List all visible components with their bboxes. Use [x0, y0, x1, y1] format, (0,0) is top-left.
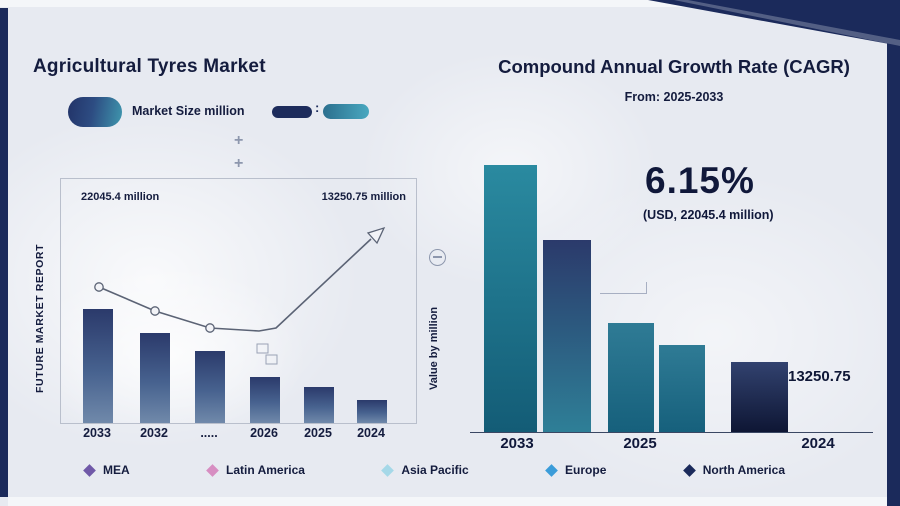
bottom-edge-strip — [8, 497, 887, 506]
left-edge-strip — [0, 8, 8, 497]
x-tick-label: 2025 — [304, 426, 332, 440]
pill-separator: : — [315, 100, 320, 115]
top-edge-strip — [0, 0, 900, 7]
market-size-legend-label: Market Size million — [132, 104, 245, 118]
cagr-xlabels: 2033 2025 2024 — [470, 435, 873, 455]
x-tick-label: ..... — [200, 426, 218, 440]
cagr-value: 6.15% — [645, 160, 755, 201]
legend-item-mea: MEA — [83, 463, 130, 477]
cagr-bar — [659, 345, 705, 432]
market-size-bar — [304, 387, 334, 423]
chart-annotation-right: 13250.75 million — [321, 191, 406, 203]
right-chart-ylabel: Value by million — [428, 306, 440, 390]
x-tick-label: 2024 — [357, 426, 385, 440]
legend-label: North America — [702, 463, 785, 477]
legend-diamond-icon — [206, 463, 219, 477]
chart-annotation-left: 22045.4 million — [81, 191, 160, 203]
legend-label: Latin America — [226, 463, 305, 477]
legend-item-north-america: North America — [682, 463, 785, 477]
market-size-bar — [250, 377, 280, 423]
x-tick-label: 2033 — [500, 435, 534, 452]
cagr-bar — [731, 362, 788, 432]
cagr-bar — [484, 165, 537, 432]
cagr-chart: 13250.75 — [470, 150, 873, 433]
pill-decoration-teal — [323, 104, 369, 119]
legend-label: MEA — [103, 463, 130, 477]
left-chart-ylabel: FUTURE MARKET REPORT — [34, 243, 46, 393]
legend-label: Europe — [565, 463, 607, 477]
market-size-pill-icon — [68, 97, 122, 127]
market-size-bar — [83, 309, 113, 423]
legend-item-europe: Europe — [545, 463, 607, 477]
cagr-bar-value-label: 13250.75 — [788, 368, 851, 385]
market-size-bar — [140, 333, 170, 423]
footer-legend: MEA Latin America Asia Pacific Europe North … — [83, 463, 785, 477]
right-edge-strip — [887, 0, 900, 506]
pill-decoration-navy — [272, 106, 312, 118]
trend-line-arrow — [94, 226, 386, 365]
legend-diamond-icon — [545, 463, 558, 477]
step-line-decoration — [600, 282, 647, 294]
plus-icon: + — [234, 132, 244, 149]
cagr-bar — [608, 323, 654, 432]
market-size-xlabels: 2033 2032..... 2026 2025 2024 — [60, 426, 415, 444]
legend-item-latin-america: Latin America — [206, 463, 305, 477]
cagr-title: Compound Annual Growth Rate (CAGR) — [498, 56, 850, 77]
x-tick-label: 2032 — [140, 426, 168, 440]
x-tick-label: 2033 — [83, 426, 111, 440]
legend-diamond-icon — [83, 463, 96, 477]
legend-diamond-icon — [682, 463, 696, 477]
market-size-bar — [357, 400, 387, 423]
legend-diamond-icon — [381, 463, 395, 477]
plus-icon: + — [234, 155, 244, 172]
corner-triangle-decoration — [648, 0, 900, 46]
x-tick-label: 2026 — [250, 426, 278, 440]
x-tick-label: 2025 — [623, 435, 657, 452]
minus-dash — [433, 256, 442, 258]
page-title: Agricultural Tyres Market — [33, 56, 266, 77]
market-size-chart: 22045.4 million 13250.75 million — [60, 178, 417, 424]
cagr-note: (USD, 22045.4 million) — [643, 208, 774, 222]
legend-label: Asia Pacific — [401, 463, 469, 477]
market-size-bar — [195, 351, 225, 423]
minus-circle-icon — [429, 249, 446, 266]
cagr-bar — [543, 240, 591, 432]
x-tick-label: 2024 — [801, 435, 835, 452]
legend-item-asia-pacific: Asia Pacific — [381, 463, 469, 477]
cagr-subtitle: From: 2025-2033 — [624, 90, 724, 104]
